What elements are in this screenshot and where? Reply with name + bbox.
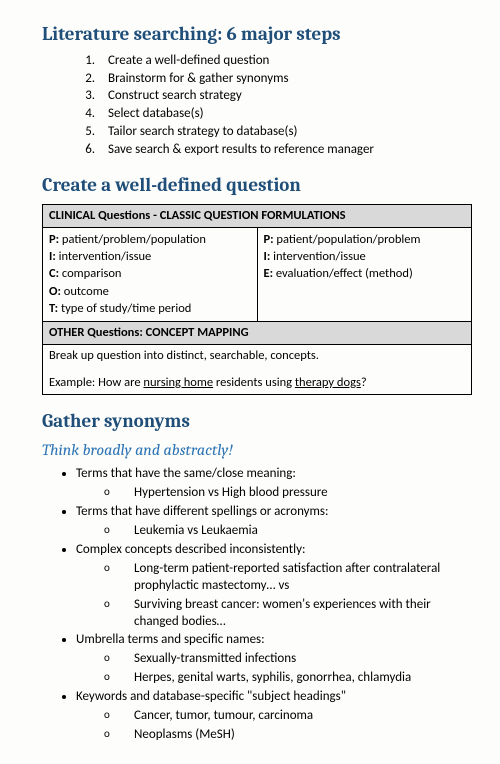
section-2-title: Create a well-defined question xyxy=(42,173,472,198)
section-1-title: Literature searching: 6 major steps xyxy=(42,22,472,47)
concept-example: Example: How are nursing home residents … xyxy=(49,375,465,391)
list-item: Umbrella terms and specific names: Sexua… xyxy=(76,632,472,687)
synonym-list: Terms that have the same/close meaning: … xyxy=(42,466,472,743)
table-header-clinical: CLINICAL Questions - CLASSIC QUESTION FO… xyxy=(43,204,472,227)
step-item: Create a well-defined question xyxy=(98,53,472,70)
sublist-item: Long-term patient-reported satisfaction … xyxy=(104,561,472,595)
list-item: Terms that have different spellings or a… xyxy=(76,504,472,540)
step-item: Select database(s) xyxy=(98,106,472,123)
picot-cell: P: patient/problem/population I: interve… xyxy=(43,227,258,321)
sublist-item: Hypertension vs High blood pressure xyxy=(104,485,472,502)
concept-line: Break up question into distinct, searcha… xyxy=(49,348,465,364)
step-item: Brainstorm for & gather synonyms xyxy=(98,71,472,88)
list-item: Complex concepts described inconsistentl… xyxy=(76,542,472,630)
section-3-subtitle: Think broadly and abstractly! xyxy=(42,440,472,461)
step-item: Tailor search strategy to database(s) xyxy=(98,124,472,141)
sublist-item: Leukemia vs Leukaemia xyxy=(104,523,472,540)
concept-mapping-cell: Break up question into distinct, searcha… xyxy=(43,345,472,395)
question-table: CLINICAL Questions - CLASSIC QUESTION FO… xyxy=(42,204,472,395)
table-header-other: OTHER Questions: CONCEPT MAPPING xyxy=(43,322,472,345)
list-item: Keywords and database-specific "subject … xyxy=(76,689,472,744)
list-item: Terms that have the same/close meaning: … xyxy=(76,466,472,502)
step-item: Save search & export results to referenc… xyxy=(98,142,472,159)
sublist-item: Cancer, tumor, tumour, carcinoma xyxy=(104,708,472,725)
step-item: Construct search strategy xyxy=(98,88,472,105)
sublist-item: Neoplasms (MeSH) xyxy=(104,727,472,744)
steps-list: Create a well-defined question Brainstor… xyxy=(42,53,472,159)
pie-cell: P: patient/population/problem I: interve… xyxy=(257,227,472,321)
sublist-item: Herpes, genital warts, syphilis, gonorrh… xyxy=(104,670,472,687)
section-3-title: Gather synonyms xyxy=(42,409,472,434)
sublist-item: Surviving breast cancer: women's experie… xyxy=(104,597,472,631)
